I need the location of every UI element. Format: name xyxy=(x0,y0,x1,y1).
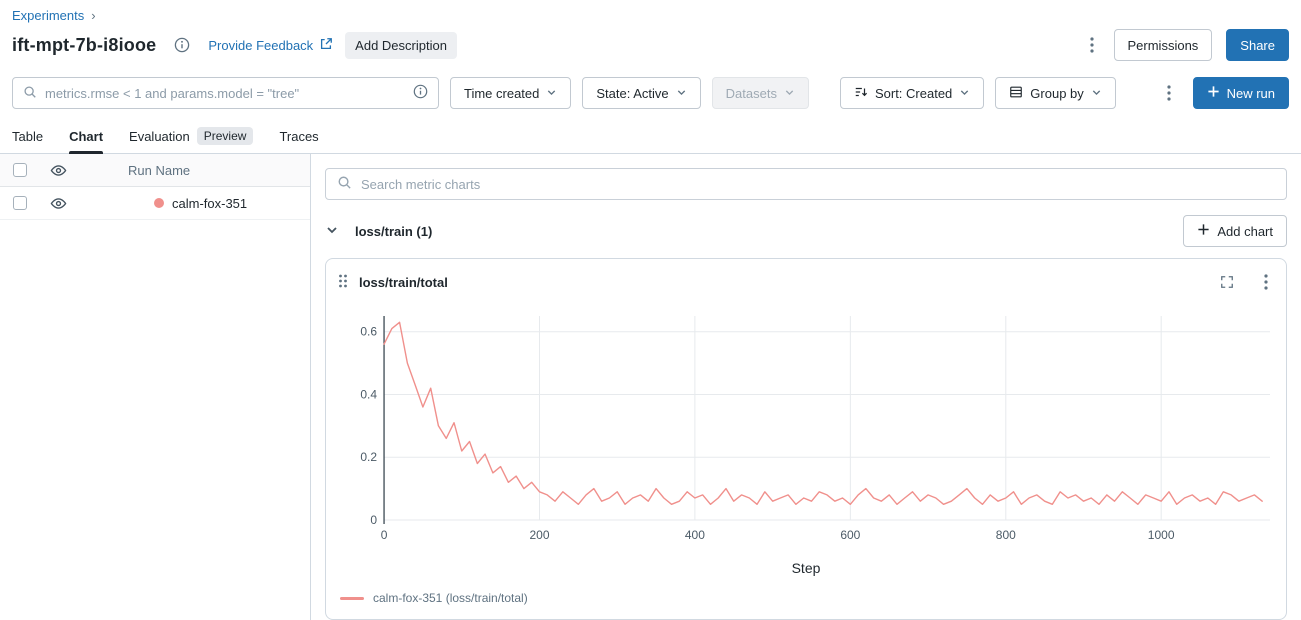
tab-evaluation[interactable]: Evaluation Preview xyxy=(129,119,254,153)
plus-icon xyxy=(1197,223,1210,239)
tab-traces[interactable]: Traces xyxy=(279,119,318,153)
plus-icon xyxy=(1207,85,1220,101)
svg-text:0.4: 0.4 xyxy=(360,388,377,402)
svg-text:0: 0 xyxy=(381,528,388,542)
add-chart-label: Add chart xyxy=(1217,223,1273,239)
external-link-icon xyxy=(319,37,333,54)
charts-panel: loss/train (1) Add chart loss/train/tota… xyxy=(311,154,1301,620)
tab-traces-label: Traces xyxy=(279,128,319,144)
run-name-link[interactable]: calm-fox-351 xyxy=(172,195,248,211)
add-chart-button[interactable]: Add chart xyxy=(1183,215,1287,247)
chevron-down-icon xyxy=(1091,86,1102,101)
tab-evaluation-label: Evaluation xyxy=(129,128,190,144)
search-icon xyxy=(337,175,352,193)
metric-section-title: loss/train (1) xyxy=(355,223,433,239)
sort-button[interactable]: Sort: Created xyxy=(839,77,985,109)
header-overflow-menu-icon[interactable] xyxy=(1084,33,1100,57)
run-color-dot xyxy=(154,198,164,208)
view-tabs: Table Chart Evaluation Preview Traces xyxy=(0,119,1301,154)
provide-feedback-link[interactable]: Provide Feedback xyxy=(208,37,333,54)
svg-text:800: 800 xyxy=(996,528,1016,542)
toolbar-right: New run xyxy=(1161,77,1289,109)
time-created-filter-button[interactable]: Time created xyxy=(450,77,572,109)
toolbar: Time created State: Active Datasets Sort… xyxy=(0,71,1301,119)
run-checkbox[interactable] xyxy=(13,196,27,210)
datasets-label: Datasets xyxy=(725,85,777,101)
share-button[interactable]: Share xyxy=(1226,29,1289,61)
tab-table[interactable]: Table xyxy=(12,119,43,153)
visibility-all-eye-icon[interactable] xyxy=(40,163,76,178)
sort-label: Sort: Created xyxy=(874,85,953,101)
sort-icon xyxy=(854,85,868,102)
runs-table-header: Run Name xyxy=(0,154,310,187)
chevron-down-icon xyxy=(784,86,795,101)
svg-text:400: 400 xyxy=(685,528,705,542)
group-by-icon xyxy=(1009,85,1023,102)
chart-title: loss/train/total xyxy=(359,274,448,290)
chart-card-actions xyxy=(1214,270,1274,294)
search-icon xyxy=(23,85,37,102)
page-title: ift-mpt-7b-i8iooe xyxy=(12,34,157,55)
metric-chart-search-box xyxy=(325,168,1287,200)
legend-swatch xyxy=(340,596,364,600)
title-actions: Permissions Share xyxy=(1084,29,1289,61)
breadcrumb-chevron-icon: › xyxy=(91,8,96,23)
legend-item[interactable]: calm-fox-351 (loss/train/total) xyxy=(340,591,1274,605)
select-all-checkbox[interactable] xyxy=(13,163,27,177)
title-row: ift-mpt-7b-i8iooe Provide Feedback Add D… xyxy=(0,25,1301,71)
x-axis-title: Step xyxy=(791,560,821,576)
breadcrumb: Experiments › xyxy=(0,0,1301,25)
svg-text:0.2: 0.2 xyxy=(360,450,377,464)
svg-text:1000: 1000 xyxy=(1148,528,1175,542)
metric-chart-search-input[interactable] xyxy=(361,176,1275,192)
state-filter-button[interactable]: State: Active xyxy=(582,77,701,109)
group-by-button[interactable]: Group by xyxy=(995,77,1116,109)
legend-label: calm-fox-351 (loss/train/total) xyxy=(373,591,528,605)
chevron-down-icon xyxy=(546,86,557,101)
run-visibility-eye-icon[interactable] xyxy=(40,196,76,211)
run-name-column-header: Run Name xyxy=(128,162,191,178)
time-created-label: Time created xyxy=(464,85,540,101)
metric-chart-card: loss/train/total 0 0.2 0.4 0.6 0 200 400 600 800… xyxy=(325,258,1287,620)
group-by-label: Group by xyxy=(1030,85,1084,101)
new-run-button[interactable]: New run xyxy=(1192,77,1289,109)
permissions-button[interactable]: Permissions xyxy=(1113,29,1213,61)
toolbar-overflow-menu-icon[interactable] xyxy=(1161,81,1177,105)
provide-feedback-label: Provide Feedback xyxy=(208,37,314,53)
svg-text:600: 600 xyxy=(840,528,860,542)
loss-chart-svg[interactable]: 0 0.2 0.4 0.6 0 200 400 600 800 1000 xyxy=(338,308,1274,558)
svg-text:0: 0 xyxy=(370,513,377,527)
run-search-box xyxy=(12,77,439,109)
search-info-icon[interactable] xyxy=(413,84,428,102)
chevron-down-icon xyxy=(676,86,687,101)
table-row[interactable]: calm-fox-351 xyxy=(0,187,310,220)
svg-text:200: 200 xyxy=(529,528,549,542)
svg-text:0.6: 0.6 xyxy=(360,325,377,339)
breadcrumb-experiments-link[interactable]: Experiments xyxy=(12,8,85,23)
metric-section-header: loss/train (1) Add chart xyxy=(325,215,1287,247)
tab-chart-label: Chart xyxy=(69,128,104,144)
chart-card-header: loss/train/total xyxy=(338,270,1274,294)
expand-chart-icon[interactable] xyxy=(1214,271,1240,293)
state-label: State: Active xyxy=(596,85,669,101)
chart-overflow-menu-icon[interactable] xyxy=(1258,270,1274,294)
section-collapse-chevron-icon[interactable] xyxy=(325,223,339,240)
run-search-input[interactable] xyxy=(45,85,405,101)
runs-panel: Run Name calm-fox-351 xyxy=(0,154,311,620)
datasets-filter-button[interactable]: Datasets xyxy=(711,77,809,109)
tab-chart[interactable]: Chart xyxy=(69,119,104,154)
content: Run Name calm-fox-351 xyxy=(0,154,1301,620)
chevron-down-icon xyxy=(959,86,970,101)
tab-table-label: Table xyxy=(12,128,44,144)
new-run-label: New run xyxy=(1226,85,1275,101)
chart-plot-area[interactable]: 0 0.2 0.4 0.6 0 200 400 600 800 1000 xyxy=(338,308,1274,558)
drag-handle-icon[interactable] xyxy=(338,273,348,292)
preview-badge: Preview xyxy=(196,127,254,145)
add-description-button[interactable]: Add Description xyxy=(345,31,457,59)
info-icon[interactable] xyxy=(168,33,196,57)
